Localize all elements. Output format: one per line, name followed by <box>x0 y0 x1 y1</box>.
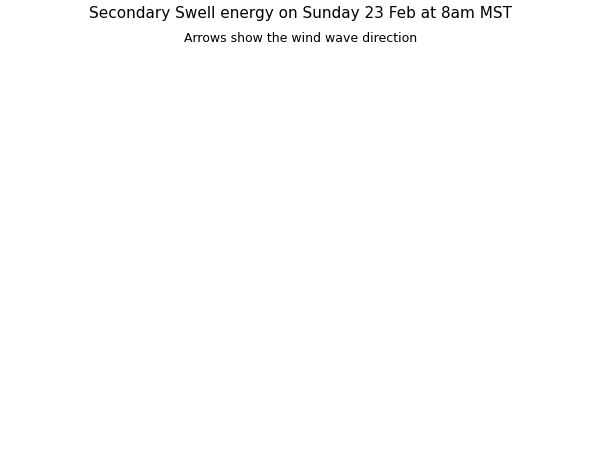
Text: Arrows show the wind wave direction: Arrows show the wind wave direction <box>184 31 417 44</box>
Text: Secondary Swell energy on Sunday 23 Feb at 8am MST: Secondary Swell energy on Sunday 23 Feb … <box>89 6 512 21</box>
Text: cartopy required: cartopy required <box>219 246 382 265</box>
